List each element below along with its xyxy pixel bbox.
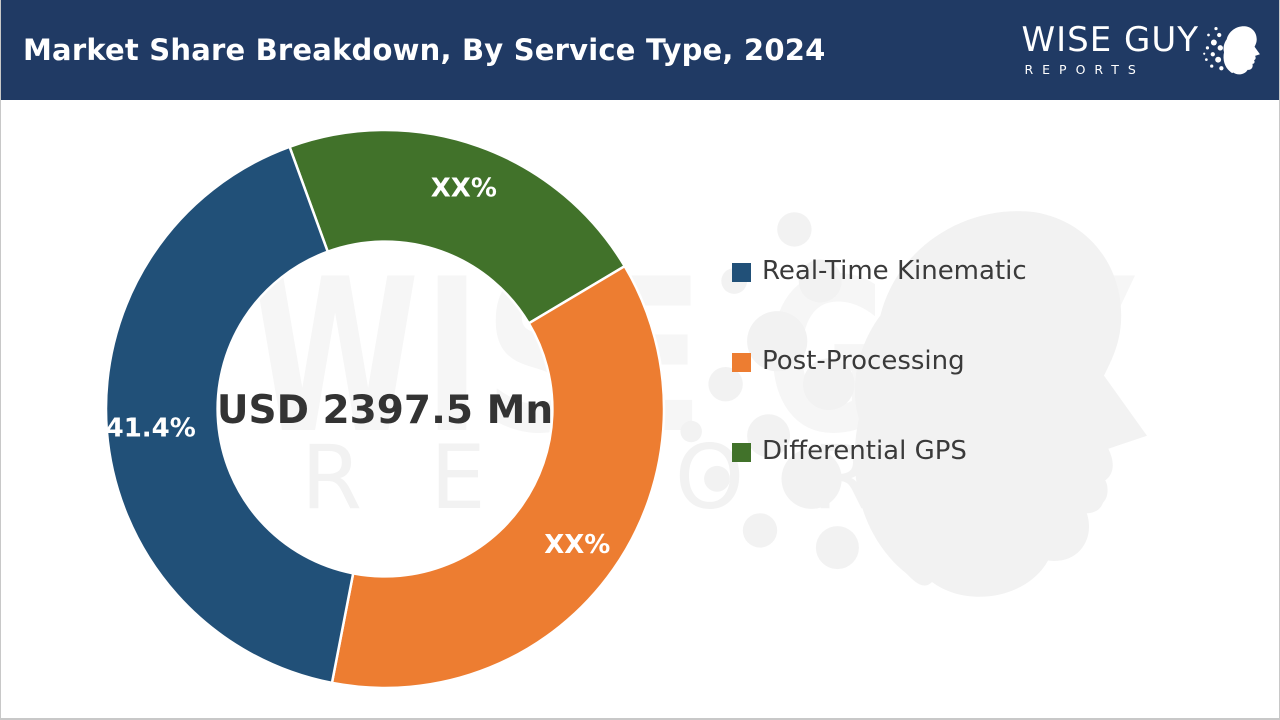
legend-label: Post-Processing bbox=[762, 345, 965, 376]
legend-label: Real-Time Kinematic bbox=[762, 255, 1027, 286]
segment-value-label: XX% bbox=[544, 530, 610, 560]
logo-head-icon bbox=[1203, 26, 1260, 75]
logo-wordmark: WISE GUY bbox=[1021, 20, 1199, 60]
legend-item-differential-gps: Differential GPS bbox=[732, 436, 1027, 466]
legend-swatch bbox=[732, 442, 751, 462]
legend-label: Differential GPS bbox=[762, 435, 967, 466]
donut-chart: XX% XX% 41.4% USD 2397.5 Mn bbox=[104, 128, 666, 690]
logo-reports-text: REPORTS bbox=[1024, 62, 1145, 77]
legend-swatch bbox=[732, 352, 751, 372]
header-bar: Market Share Breakdown, By Service Type,… bbox=[1, 0, 1279, 100]
donut-center-value: USD 2397.5 Mn bbox=[217, 388, 553, 433]
segment-value-label: XX% bbox=[431, 174, 497, 204]
watermark-head-icon bbox=[680, 211, 1147, 597]
legend-item-post-processing: Post-Processing bbox=[732, 346, 1027, 376]
donut-segment-differential-gps bbox=[288, 128, 626, 325]
wise-guy-reports-logo: WISE GUY REPORTS bbox=[1021, 9, 1261, 91]
chart-legend: Real-Time Kinematic Post-Processing Differ… bbox=[732, 256, 1027, 466]
watermark: WISE GUY REPORTS bbox=[251, 211, 1147, 597]
page-title: Market Share Breakdown, By Service Type,… bbox=[23, 33, 826, 67]
legend-swatch bbox=[732, 262, 751, 282]
donut-segment-real-time-kinematic bbox=[104, 145, 355, 685]
legend-item-real-time-kinematic: Real-Time Kinematic bbox=[732, 256, 1027, 286]
donut-segment-post-processing bbox=[330, 264, 666, 690]
segment-value-label: 41.4% bbox=[106, 414, 196, 444]
